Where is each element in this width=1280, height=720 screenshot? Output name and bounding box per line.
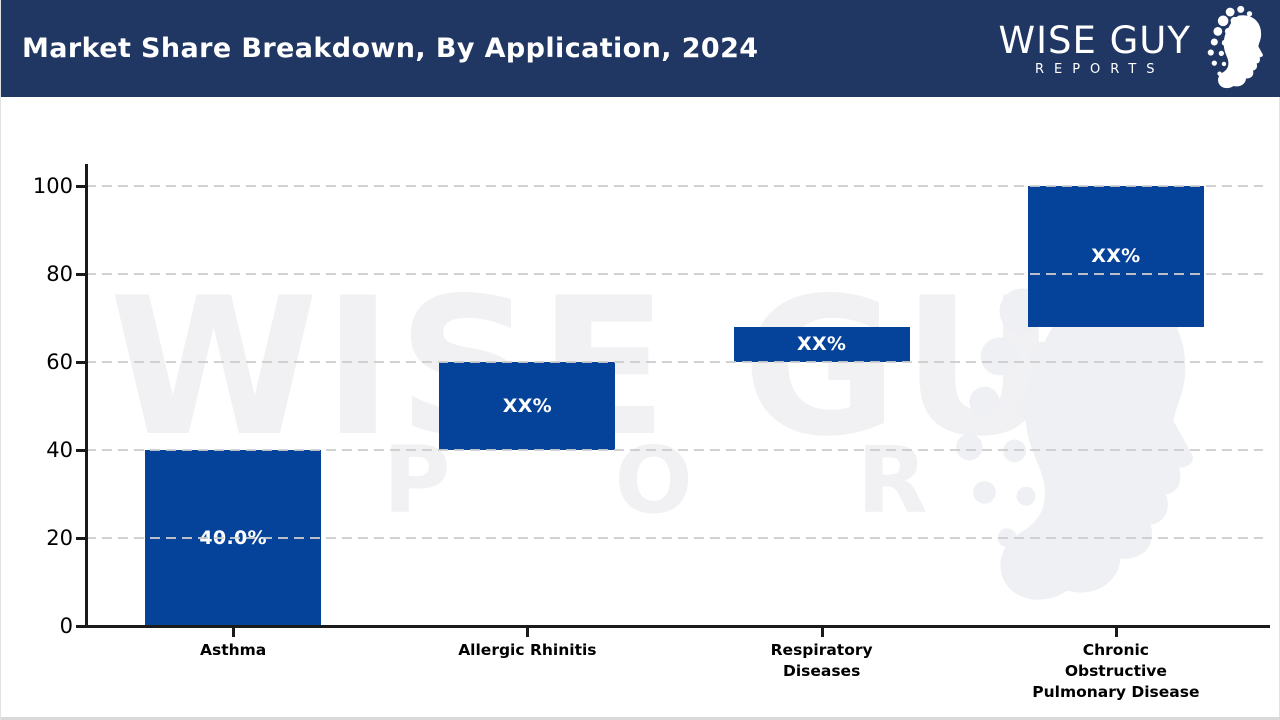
x-axis-label-4: Chronic Obstructive Pulmonary Disease bbox=[1032, 641, 1200, 701]
x-axis-label-3: Respiratory Diseases bbox=[770, 641, 873, 680]
y-tick-mark bbox=[76, 185, 85, 188]
y-tick-mark bbox=[76, 537, 85, 540]
gridline-80 bbox=[86, 273, 1263, 275]
bar-value-label: XX% bbox=[797, 333, 847, 356]
x-axis-label-1: Asthma bbox=[199, 641, 267, 659]
bar-4: XX% bbox=[1027, 186, 1204, 327]
chart-title: Market Share Breakdown, By Application, … bbox=[22, 33, 759, 64]
logo-wiseguy-text: WISE GUY bbox=[998, 19, 1191, 62]
wise-guy-reports-logo: WISE GUY REPORTS bbox=[999, 5, 1267, 93]
y-tick-label-100: 100 bbox=[32, 174, 73, 198]
y-tick-mark bbox=[76, 273, 85, 276]
y-tick-label-40: 40 bbox=[46, 438, 73, 462]
x-tick-mark bbox=[232, 628, 236, 637]
logo-text: WISE GUY REPORTS bbox=[998, 19, 1191, 78]
y-tick-label-60: 60 bbox=[46, 350, 73, 374]
bar-3: XX% bbox=[733, 326, 910, 362]
y-tick-mark bbox=[76, 361, 85, 364]
y-tick-label-20: 20 bbox=[46, 526, 73, 550]
gridline-40 bbox=[86, 449, 1263, 451]
chart-plot-area: WISE GUY P O R T S 02040608010040.0%Asth… bbox=[1, 97, 1280, 720]
bottom-border bbox=[1, 717, 1280, 720]
x-tick-mark bbox=[526, 628, 530, 637]
y-tick-mark bbox=[76, 625, 85, 628]
x-axis-label-2: Allergic Rhinitis bbox=[458, 641, 597, 659]
y-tick-label-80: 80 bbox=[46, 262, 73, 286]
gridline-100 bbox=[86, 185, 1263, 187]
x-tick-mark bbox=[1114, 628, 1118, 637]
x-tick-mark bbox=[820, 628, 824, 637]
logo-reports-text: REPORTS bbox=[1034, 62, 1165, 77]
bar-value-label: XX% bbox=[1091, 245, 1141, 268]
bar-2: XX% bbox=[439, 362, 616, 450]
y-tick-mark bbox=[76, 449, 85, 452]
bar-value-label: XX% bbox=[502, 395, 552, 417]
gridline-60 bbox=[86, 361, 1263, 363]
header-banner: Market Share Breakdown, By Application, … bbox=[1, 0, 1280, 97]
x-axis-line bbox=[85, 625, 1270, 628]
gridline-20 bbox=[86, 537, 1263, 539]
logo-face-icon bbox=[1207, 5, 1263, 89]
y-axis-line bbox=[85, 164, 88, 626]
y-tick-label-0: 0 bbox=[59, 614, 73, 638]
